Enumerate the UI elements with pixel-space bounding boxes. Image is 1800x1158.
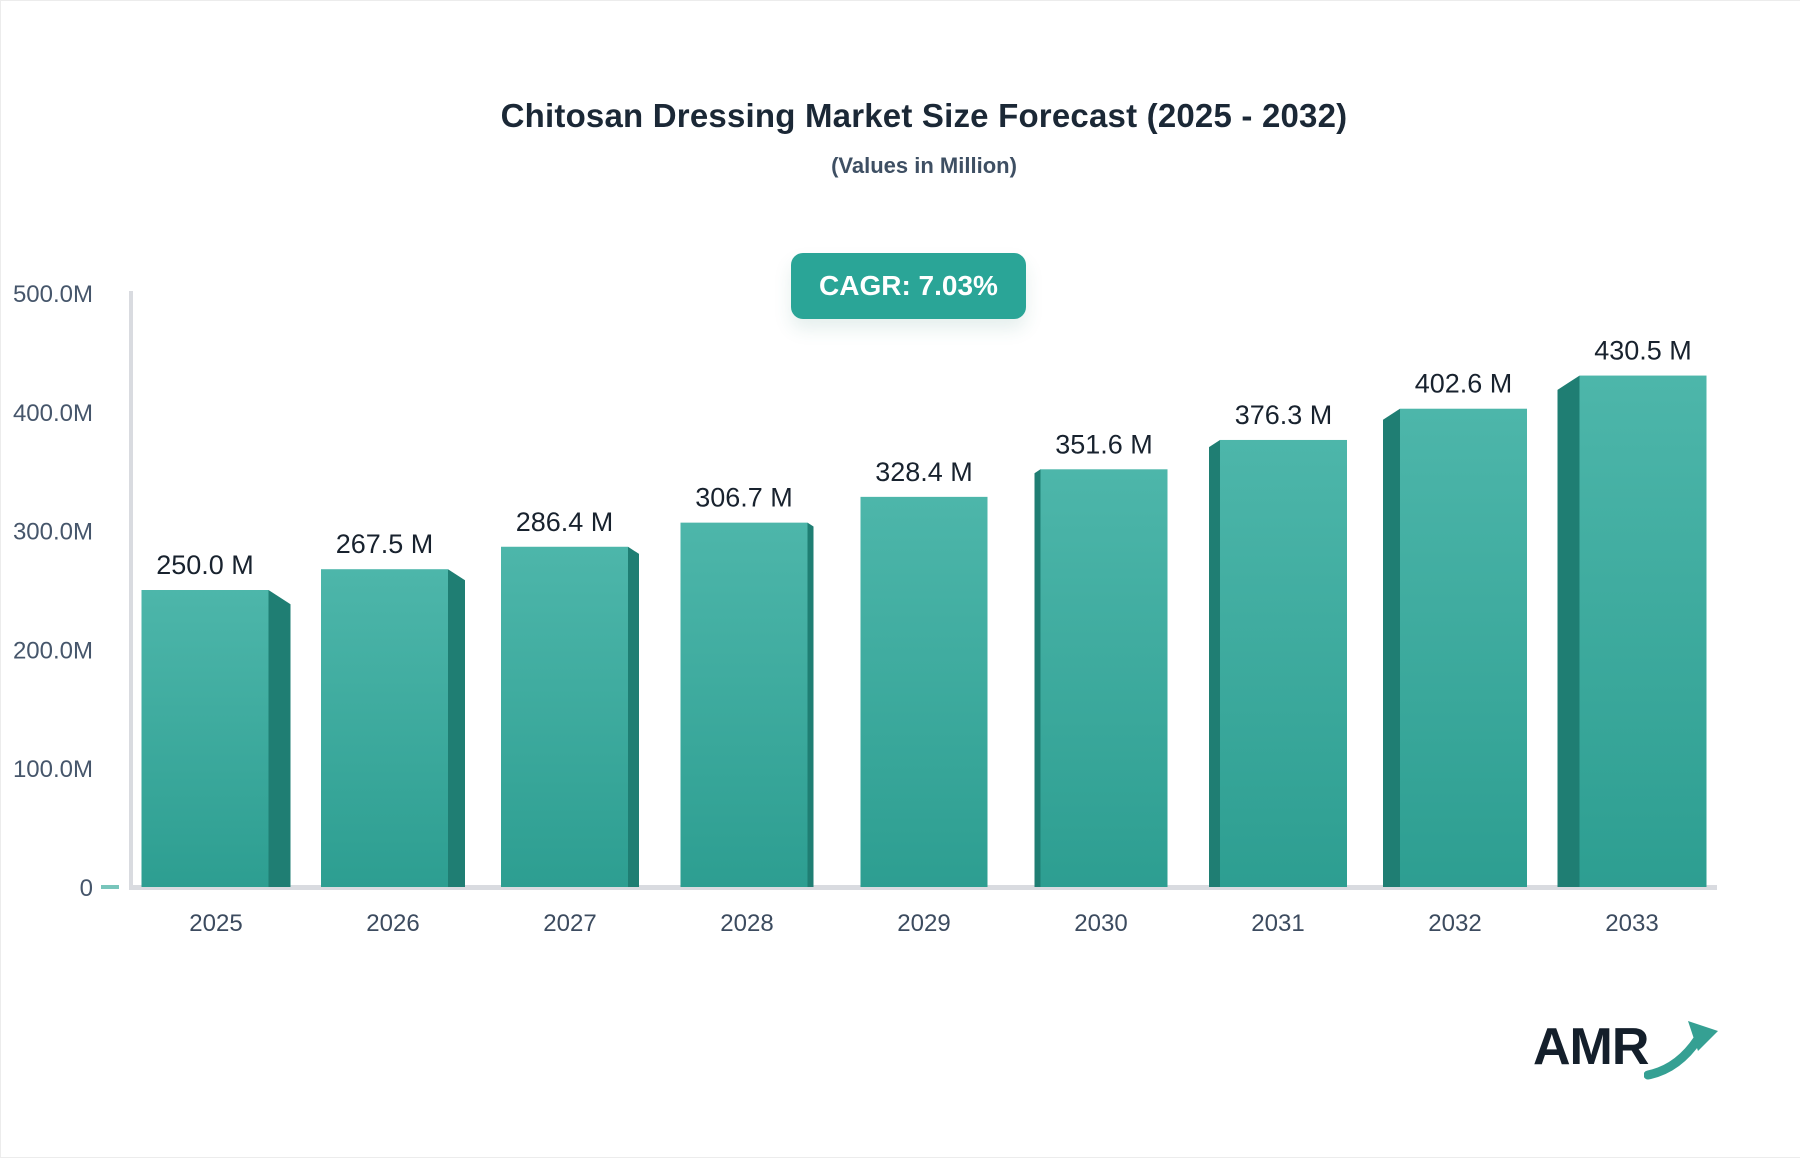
bar-2025	[141, 590, 291, 887]
bar-face	[141, 590, 269, 887]
x-axis-label: 2031	[1251, 910, 1304, 937]
x-axis-label: 2026	[366, 910, 419, 937]
zero-tick-mark	[101, 885, 119, 889]
growth-arrow-icon	[1644, 1021, 1719, 1080]
y-axis-label: 500.0M	[13, 281, 93, 308]
page-subtitle: (Values in Million)	[831, 153, 1017, 178]
bar-face	[321, 569, 448, 887]
bar-face	[860, 496, 988, 887]
bar-2027	[501, 546, 639, 887]
x-axis-label: 2030	[1074, 910, 1127, 937]
page-title: Chitosan Dressing Market Size Forecast (…	[500, 97, 1348, 134]
x-axis-line	[129, 885, 1717, 890]
amr-logo-text: AMR	[1533, 1018, 1649, 1076]
bar-side-panel	[1557, 375, 1580, 887]
bar-2029	[860, 496, 988, 887]
bar-value-label: 351.6 M	[1055, 429, 1153, 459]
chart-header: Chitosan Dressing Market Size Forecast (…	[41, 97, 1800, 179]
x-axis-label: 2027	[543, 910, 596, 937]
x-axis-label: 2032	[1428, 910, 1481, 937]
bar-face	[1400, 408, 1527, 887]
bar-face	[1040, 469, 1168, 887]
cagr-badge-label: CAGR: 7.03%	[819, 270, 998, 301]
bar-2031	[1209, 439, 1347, 887]
y-axis-label: 400.0M	[13, 400, 93, 427]
amr-logo: AMR	[1533, 1021, 1722, 1083]
y-axis-label: 300.0M	[13, 519, 93, 546]
x-axis-label: 2033	[1605, 910, 1658, 937]
bar-value-label: 267.5 M	[336, 529, 434, 559]
bar-face	[501, 546, 628, 887]
y-axis-label: 0	[80, 875, 93, 902]
bar-value-label: 376.3 M	[1235, 400, 1333, 430]
bar-face	[1220, 439, 1347, 887]
bar-side-panel	[807, 522, 814, 887]
bar-value-label: 430.5 M	[1594, 336, 1692, 366]
bar-value-label: 286.4 M	[516, 507, 614, 537]
bar-value-label: 328.4 M	[875, 457, 973, 487]
bar-side-panel	[1383, 408, 1400, 887]
bar-side-panel	[1209, 439, 1220, 887]
bar-value-label: 402.6 M	[1415, 369, 1513, 399]
y-axis-line	[129, 291, 133, 887]
bar-value-label: 306.7 M	[695, 483, 793, 513]
bar-side-panel	[628, 546, 639, 887]
bar-2030	[1034, 469, 1168, 887]
bar-2032	[1383, 408, 1527, 887]
bar-side-panel	[268, 590, 291, 887]
bar-value-label: 250.0 M	[156, 550, 254, 580]
cagr-badge: CAGR: 7.03%	[791, 253, 1026, 319]
bar-side-panel	[448, 569, 465, 887]
bar-face	[1579, 375, 1707, 887]
x-axis-label: 2025	[189, 910, 242, 937]
x-axis-label: 2028	[720, 910, 773, 937]
bar-side-panel	[1034, 469, 1041, 887]
x-axis-label: 2029	[897, 910, 950, 937]
bar-2026	[321, 569, 465, 887]
y-axis-label: 100.0M	[13, 756, 93, 783]
bar-2028	[680, 522, 814, 887]
bar-face	[680, 522, 808, 887]
y-axis-label: 200.0M	[13, 637, 93, 664]
bar-2033	[1557, 375, 1707, 887]
